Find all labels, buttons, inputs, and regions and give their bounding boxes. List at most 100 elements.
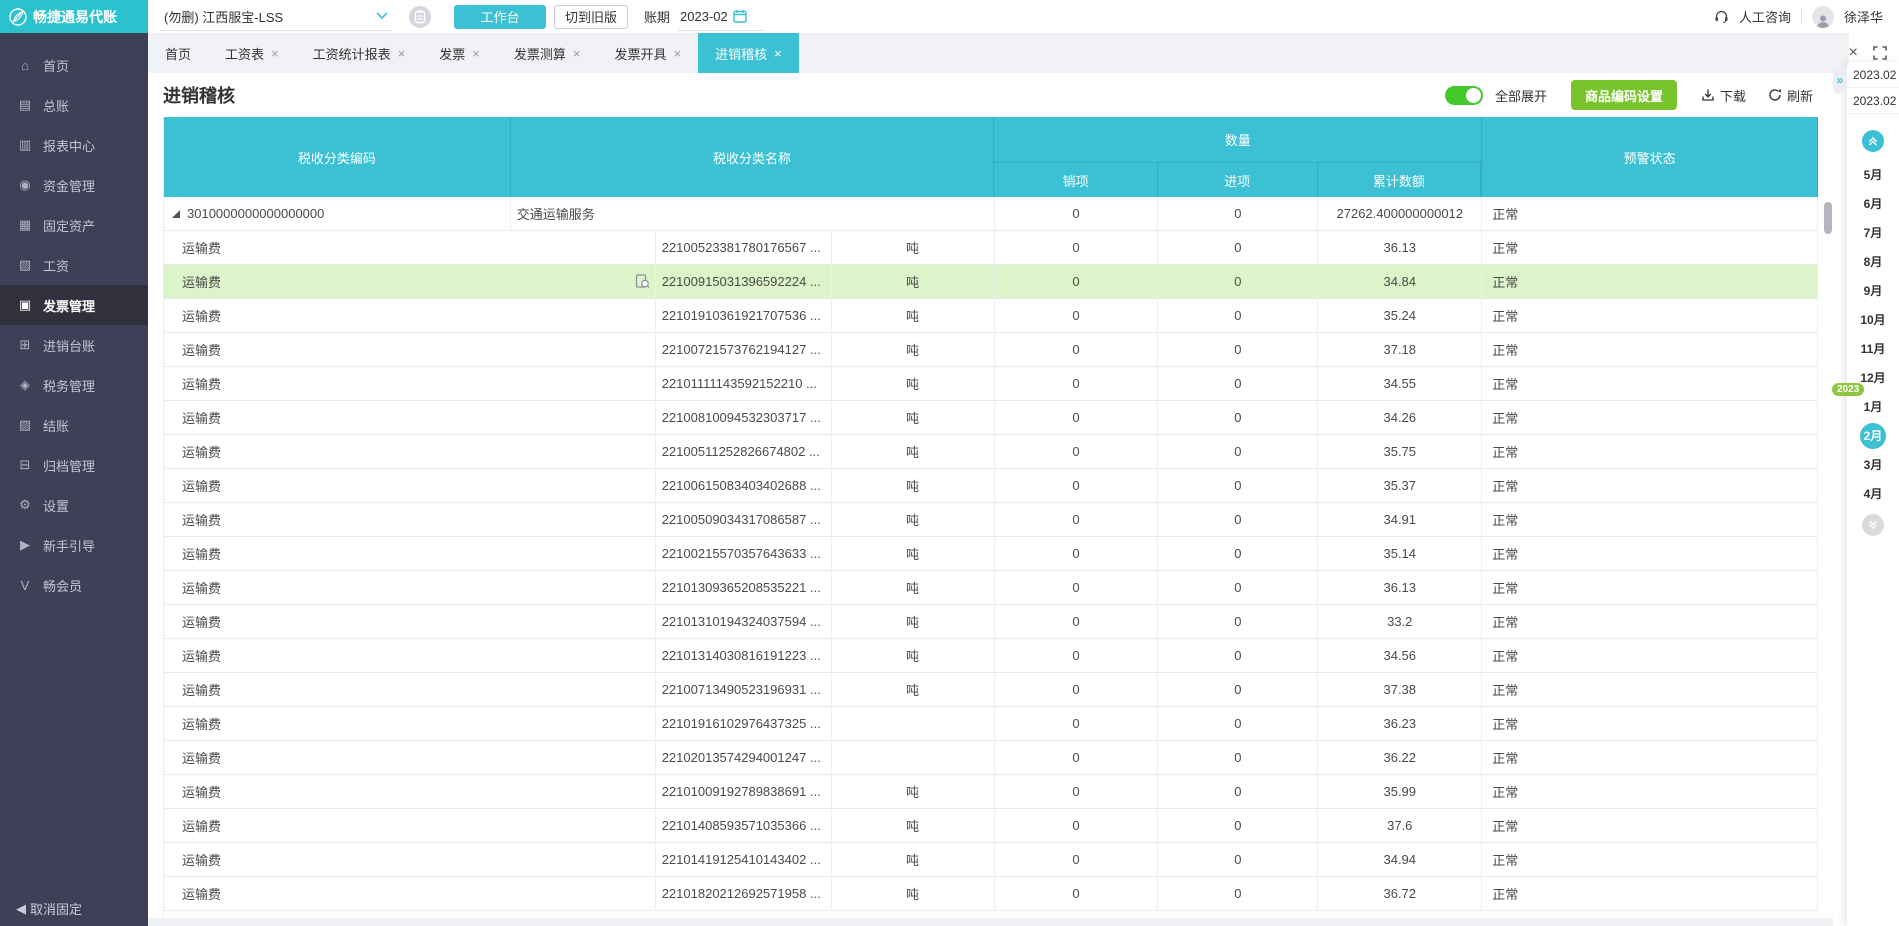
month-item[interactable]: 5月	[1863, 168, 1883, 182]
category-row[interactable]: 3010000000000000000 交通运输服务 0 0 27262.400…	[164, 197, 1818, 231]
row-name-cell: 运输费	[164, 503, 656, 537]
table-row[interactable]: 运输费 22100511252826674802 ... 吨 0 0 35.75…	[164, 435, 1818, 469]
switch-old-version-button[interactable]: 切到旧版	[554, 4, 629, 29]
month-item[interactable]: 2023 1月	[1832, 383, 1899, 421]
row-unit-cell: 吨	[831, 401, 995, 435]
table-row[interactable]: 运输费 22101408593571035366 ... 吨 0 0 37.6 …	[164, 809, 1818, 843]
expand-triangle-icon[interactable]	[172, 209, 180, 218]
company-selector[interactable]: (勿删) 江西服宝-LSS	[160, 3, 392, 31]
user-name[interactable]: 徐泽华	[1843, 10, 1883, 25]
table-row[interactable]: 运输费 22100509034317086587 ... 吨 0 0 34.91…	[164, 503, 1818, 537]
table-row[interactable]: 运输费 22100810094532303717 ... 吨 0 0 34.26…	[164, 401, 1818, 435]
month-item[interactable]: 6月	[1863, 197, 1883, 211]
row-sales-cell: 0	[994, 843, 1159, 877]
month-item[interactable]: 8月	[1863, 255, 1883, 269]
sidebar-item[interactable]: ⊞ 进销台账	[0, 325, 148, 365]
month-item[interactable]: 11月	[1860, 342, 1886, 356]
sidebar-item[interactable]: ⚙ 设置	[0, 485, 148, 525]
payroll-icon: ▧	[18, 257, 32, 272]
scroll-down-icon[interactable]	[1862, 514, 1884, 536]
expand-all-toggle[interactable]	[1444, 85, 1483, 105]
tab-close-icon[interactable]: ×	[472, 45, 480, 61]
period-date[interactable]: 2023.02	[1847, 88, 1899, 114]
period-selector[interactable]: 2023-02	[678, 3, 765, 31]
refresh-button[interactable]: 刷新	[1768, 86, 1813, 105]
tab[interactable]: 发票 ×	[422, 33, 497, 73]
month-item[interactable]: 4月	[1863, 487, 1883, 501]
product-code-settings-button[interactable]: 商品编码设置	[1570, 80, 1677, 110]
sidebar-item[interactable]: ▦ 固定资产	[0, 205, 148, 245]
fullscreen-icon[interactable]	[1873, 46, 1887, 60]
table-row[interactable]: 运输费 22100713490523196931 ... 吨 0 0 37.38…	[164, 673, 1818, 707]
tab-close-icon[interactable]: ×	[271, 45, 279, 61]
tab-close-icon[interactable]: ×	[673, 45, 682, 61]
sidebar-item[interactable]: ◈ 税务管理	[0, 365, 148, 405]
tab[interactable]: 发票开具 ×	[597, 33, 698, 73]
row-sales-cell: 0	[994, 639, 1159, 673]
sidebar-item[interactable]: V 畅会员	[0, 565, 148, 605]
scroll-up-icon[interactable]	[1862, 130, 1884, 152]
row-purchase-cell: 0	[1158, 265, 1319, 299]
sidebar-item[interactable]: ▥ 报表中心	[0, 125, 148, 165]
table-row[interactable]: 运输费 22100523381780176567 ... 吨 0 0 36.13…	[164, 231, 1818, 265]
header-total: 累计数额	[1318, 163, 1482, 197]
sidebar-item[interactable]: ▶ 新手引导	[0, 525, 148, 565]
row-total-cell: 34.26	[1318, 401, 1483, 435]
sidebar-item[interactable]: ▨ 结账	[0, 405, 148, 445]
tab[interactable]: 首页	[148, 33, 208, 73]
sidebar-item[interactable]: ▧ 工资	[0, 245, 148, 285]
magnifier-icon[interactable]	[635, 274, 650, 292]
month-item[interactable]: 12月	[1860, 371, 1886, 385]
tab[interactable]: 发票测算 ×	[497, 33, 598, 73]
month-item[interactable]: 2月	[1847, 421, 1899, 450]
table-row[interactable]: 运输费 22100915031396592224 ... 吨 0 0 34.84…	[164, 265, 1818, 299]
avatar[interactable]	[1811, 5, 1834, 28]
month-item[interactable]: 9月	[1863, 284, 1883, 298]
sidebar-item[interactable]: ⊟ 归档管理	[0, 445, 148, 485]
month-item[interactable]: 10月	[1860, 313, 1886, 327]
table-row[interactable]: 运输费 22101310194324037594 ... 吨 0 0 33.2 …	[164, 605, 1818, 639]
panel-collapse-button[interactable]: »	[1833, 67, 1847, 93]
tab-close-icon[interactable]: ×	[774, 45, 782, 61]
tab[interactable]: 工资表 ×	[208, 33, 296, 73]
close-all-tabs-icon[interactable]: ×	[1848, 44, 1858, 61]
sidebar-item[interactable]: ⌂ 首页	[0, 45, 148, 85]
table-row[interactable]: 运输费 22101111143592152210 ... 吨 0 0 34.55…	[164, 367, 1818, 401]
vertical-scrollbar-thumb[interactable]	[1824, 202, 1832, 234]
row-status-cell: 正常	[1482, 299, 1818, 333]
table-row[interactable]: 运输费 22101309365208535221 ... 吨 0 0 36.13…	[164, 571, 1818, 605]
table-row[interactable]: 运输费 22100615083403402688 ... 吨 0 0 35.37…	[164, 469, 1818, 503]
sidebar-item[interactable]: ◉ 资金管理	[0, 165, 148, 205]
row-unit-cell: 吨	[831, 265, 995, 299]
month-item[interactable]: 3月	[1863, 458, 1883, 472]
sidebar-item-label: 畅会员	[43, 578, 83, 594]
tab[interactable]: 工资统计报表 ×	[296, 33, 423, 73]
clipboard-icon[interactable]	[408, 5, 432, 29]
table-row[interactable]: 运输费 22101916102976437325 ... 0 0 36.23 正…	[164, 707, 1818, 741]
sidebar-item[interactable]: ▤ 总账	[0, 85, 148, 125]
horizontal-scrollbar-track[interactable]	[148, 918, 1833, 926]
tab-close-icon[interactable]: ×	[397, 45, 406, 61]
table-row[interactable]: 运输费 22100721573762194127 ... 吨 0 0 37.18…	[164, 333, 1818, 367]
row-total-cell: 34.94	[1318, 843, 1483, 877]
row-purchase-cell: 0	[1158, 367, 1319, 401]
tab[interactable]: 进销稽核 ×	[698, 33, 799, 73]
table-row[interactable]: 运输费 22101419125410143402 ... 吨 0 0 34.94…	[164, 843, 1818, 877]
row-code-cell: 22100511252826674802 ...	[655, 435, 832, 469]
table-row[interactable]: 运输费 22102013574294001247 ... 0 0 36.22 正…	[164, 741, 1818, 775]
table-row[interactable]: 运输费 22100215570357643633 ... 吨 0 0 35.14…	[164, 537, 1818, 571]
row-status-cell: 正常	[1482, 503, 1818, 537]
row-code-cell: 22101910361921707536 ...	[655, 299, 832, 333]
table-row[interactable]: 运输费 22101009192789838691 ... 吨 0 0 35.99…	[164, 775, 1818, 809]
unpin-button[interactable]: ◀ 取消固定	[16, 900, 83, 918]
tab-close-icon[interactable]: ×	[572, 45, 581, 61]
month-item[interactable]: 7月	[1863, 226, 1883, 240]
period-date[interactable]: 2023.02	[1847, 62, 1899, 88]
table-row[interactable]: 运输费 22101910361921707536 ... 吨 0 0 35.24…	[164, 299, 1818, 333]
workbench-button[interactable]: 工作台	[454, 4, 546, 29]
sidebar-item[interactable]: ▣ 发票管理	[0, 285, 148, 325]
download-button[interactable]: 下载	[1701, 86, 1746, 105]
table-row[interactable]: 运输费 22101820212692571958 ... 吨 0 0 36.72…	[164, 877, 1818, 911]
table-row[interactable]: 运输费 22101314030816191223 ... 吨 0 0 34.56…	[164, 639, 1818, 673]
support-link[interactable]: 人工咨询	[1738, 10, 1791, 25]
